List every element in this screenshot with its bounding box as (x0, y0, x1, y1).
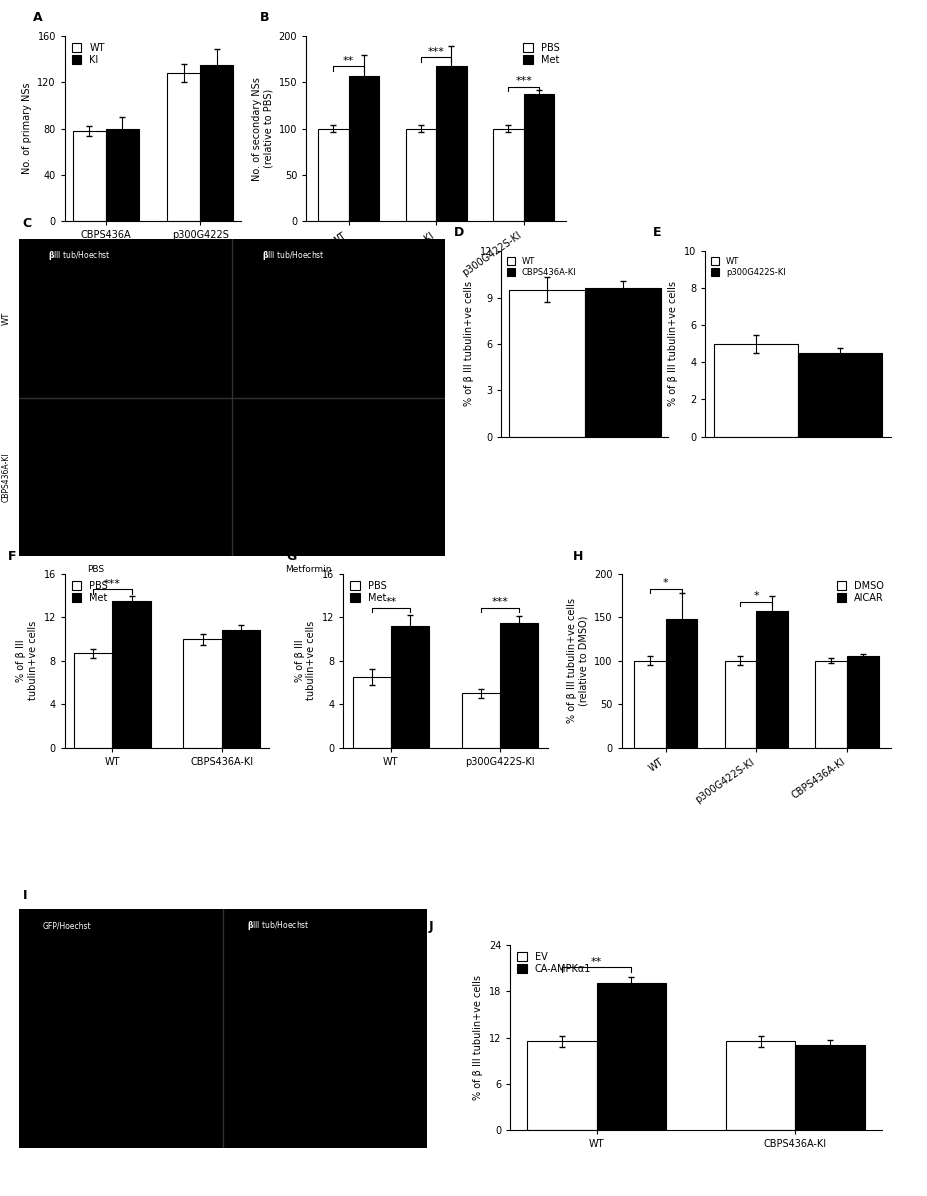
Y-axis label: % of β III tubulin+ve cells: % of β III tubulin+ve cells (667, 281, 678, 407)
Legend: EV, CA-AMPKα1: EV, CA-AMPKα1 (514, 950, 592, 976)
Bar (492, 129, 523, 221)
Bar (500, 623, 538, 748)
Bar (405, 129, 436, 221)
Bar (349, 75, 379, 221)
Legend: PBS, Met: PBS, Met (521, 41, 561, 67)
Bar (436, 67, 466, 221)
Bar (814, 660, 846, 748)
Text: D: D (454, 226, 464, 239)
Text: $\bf{\beta}$III tub/Hoechst: $\bf{\beta}$III tub/Hoechst (48, 249, 111, 262)
Text: F: F (7, 550, 17, 563)
Bar (797, 353, 882, 437)
Bar (318, 129, 349, 221)
Text: *: * (753, 591, 758, 602)
Text: ***: *** (427, 47, 444, 56)
Text: B: B (260, 11, 269, 24)
Bar (794, 1045, 864, 1130)
Bar (596, 983, 666, 1130)
Bar (527, 1042, 596, 1130)
Text: **: ** (385, 597, 396, 608)
Bar (167, 73, 200, 221)
Bar (665, 620, 697, 748)
Legend: DMSO, AICAR: DMSO, AICAR (834, 579, 885, 605)
Y-axis label: No. of primary NSs: No. of primary NSs (22, 83, 32, 175)
Text: WT: WT (2, 312, 10, 325)
Bar (73, 130, 106, 221)
Bar (713, 344, 797, 437)
Bar (584, 288, 660, 437)
Legend: WT, p300G422S-KI: WT, p300G422S-KI (708, 255, 787, 279)
Bar (523, 94, 553, 221)
Y-axis label: % of β III
tubulin+ve cells: % of β III tubulin+ve cells (295, 621, 316, 701)
Text: I: I (22, 890, 27, 903)
Legend: WT, CBPS436A-KI: WT, CBPS436A-KI (504, 255, 578, 279)
Text: Metformin: Metformin (286, 565, 332, 574)
Legend: PBS, Met: PBS, Met (70, 579, 109, 605)
Legend: PBS, Met: PBS, Met (348, 579, 387, 605)
Text: J: J (428, 920, 433, 933)
Text: **: ** (590, 957, 602, 966)
Text: C: C (23, 216, 32, 230)
Text: *: * (662, 579, 667, 588)
Legend: WT, KI: WT, KI (70, 41, 107, 67)
Bar (222, 630, 260, 748)
Bar (352, 677, 390, 748)
Text: CBPS436A-KI: CBPS436A-KI (2, 452, 10, 501)
Text: GFP/Hoechst: GFP/Hoechst (43, 921, 92, 930)
Y-axis label: % of β III tubulin+ve cells
(relative to DMSO): % of β III tubulin+ve cells (relative to… (566, 598, 588, 724)
Text: **: ** (343, 56, 354, 66)
Text: H: H (573, 550, 583, 563)
Y-axis label: % of β III tubulin+ve cells: % of β III tubulin+ve cells (473, 975, 483, 1100)
Text: $\bf{\beta}$III tub/Hoechst: $\bf{\beta}$III tub/Hoechst (247, 919, 310, 932)
Bar (462, 694, 500, 748)
Text: ***: *** (514, 77, 531, 86)
Bar (74, 653, 112, 748)
Text: E: E (653, 226, 661, 239)
Text: PBS: PBS (87, 565, 104, 574)
Bar (200, 65, 233, 221)
Y-axis label: No. of secondary NSs
(relative to PBS): No. of secondary NSs (relative to PBS) (251, 77, 273, 181)
Y-axis label: % of β III tubulin+ve cells: % of β III tubulin+ve cells (464, 281, 474, 407)
Y-axis label: % of β III
tubulin+ve cells: % of β III tubulin+ve cells (17, 621, 38, 701)
Bar (112, 602, 150, 748)
Bar (756, 611, 787, 748)
Bar (106, 129, 139, 221)
Bar (633, 660, 665, 748)
Text: A: A (33, 11, 43, 24)
Bar (184, 639, 222, 748)
Text: $\bf{\beta}$III tub/Hoechst: $\bf{\beta}$III tub/Hoechst (261, 249, 324, 262)
Bar (508, 289, 584, 437)
Text: G: G (286, 550, 296, 563)
Bar (725, 1042, 794, 1130)
Bar (846, 657, 878, 748)
Text: ***: *** (104, 579, 121, 588)
Bar (724, 660, 756, 748)
Bar (390, 627, 428, 748)
Text: ***: *** (491, 597, 508, 608)
